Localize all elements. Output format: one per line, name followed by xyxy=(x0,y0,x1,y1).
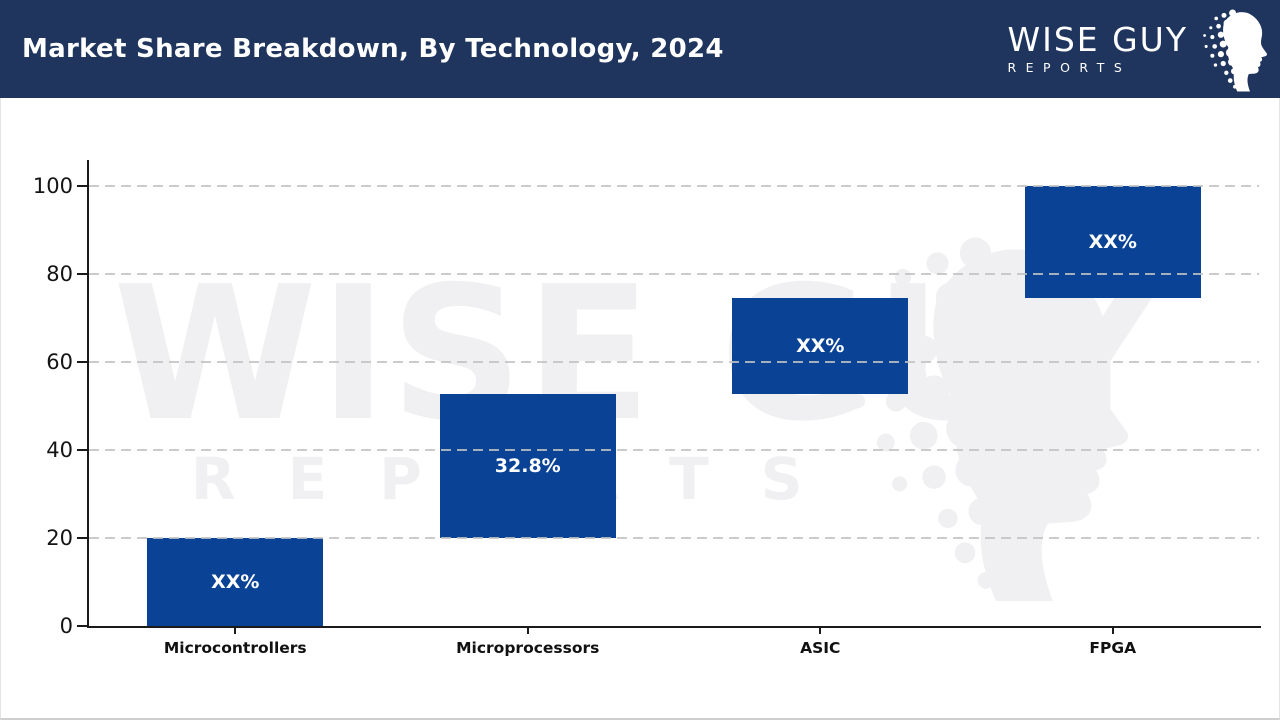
gridline-y80 xyxy=(89,273,1259,276)
y-tick-mark xyxy=(77,625,87,627)
bar-microcontrollers: XX% xyxy=(147,538,324,626)
bar-microprocessors: 32.8% xyxy=(439,393,616,539)
y-tick-label: 40 xyxy=(46,438,73,463)
brand-subtitle: REPORTS xyxy=(1007,60,1132,76)
y-tick-label: 80 xyxy=(46,262,73,287)
y-tick-label: 20 xyxy=(46,526,73,551)
x-tick-mark xyxy=(234,628,237,634)
gridline-y100 xyxy=(89,185,1259,188)
bar-value-label: XX% xyxy=(796,335,845,358)
brand-logo: WISE GUY REPORTS xyxy=(1007,6,1270,93)
x-tick-mark xyxy=(1111,628,1114,634)
x-tick-label-microcontrollers: Microcontrollers xyxy=(163,639,307,657)
bar-value-label: XX% xyxy=(211,571,260,594)
brand-logo-text: WISE GUY REPORTS xyxy=(1007,19,1188,76)
brand-name: WISE GUY xyxy=(1007,19,1188,59)
brand-face-icon xyxy=(1203,8,1267,91)
gridline-y60 xyxy=(89,361,1259,364)
bar-value-label: XX% xyxy=(1088,231,1137,254)
gridline-y40 xyxy=(89,449,1259,452)
header: Market Share Breakdown, By Technology, 2… xyxy=(0,0,1280,98)
plot-area: XX% 32.8% XX% XX% xyxy=(89,160,1259,626)
chart-canvas: WISE GUY REPORTS XX%32.8%XX%XX% 02040608… xyxy=(0,98,1280,720)
y-tick-mark xyxy=(77,361,87,364)
x-axis-line xyxy=(87,626,1261,628)
x-tick-label-microprocessors: Microprocessors xyxy=(456,639,600,657)
y-tick-mark xyxy=(77,273,87,276)
y-tick-mark xyxy=(77,185,87,188)
gridline-y20 xyxy=(89,537,1259,540)
x-tick-label-fpga: FPGA xyxy=(1089,639,1137,657)
bar-fpga: XX% xyxy=(1024,186,1201,299)
y-tick-label: 100 xyxy=(32,174,73,199)
x-tick-mark xyxy=(819,628,822,634)
page-title: Market Share Breakdown, By Technology, 2… xyxy=(22,34,724,64)
x-tick-label-asic: ASIC xyxy=(800,639,841,657)
bar-asic: XX% xyxy=(732,298,909,394)
bar-value-label: 32.8% xyxy=(494,454,561,477)
y-tick-mark xyxy=(77,449,87,452)
y-tick-label: 60 xyxy=(46,350,73,375)
y-tick-mark xyxy=(77,537,87,540)
x-tick-mark xyxy=(526,628,529,634)
y-tick-label: 0 xyxy=(59,614,73,638)
y-axis-line xyxy=(87,160,89,628)
